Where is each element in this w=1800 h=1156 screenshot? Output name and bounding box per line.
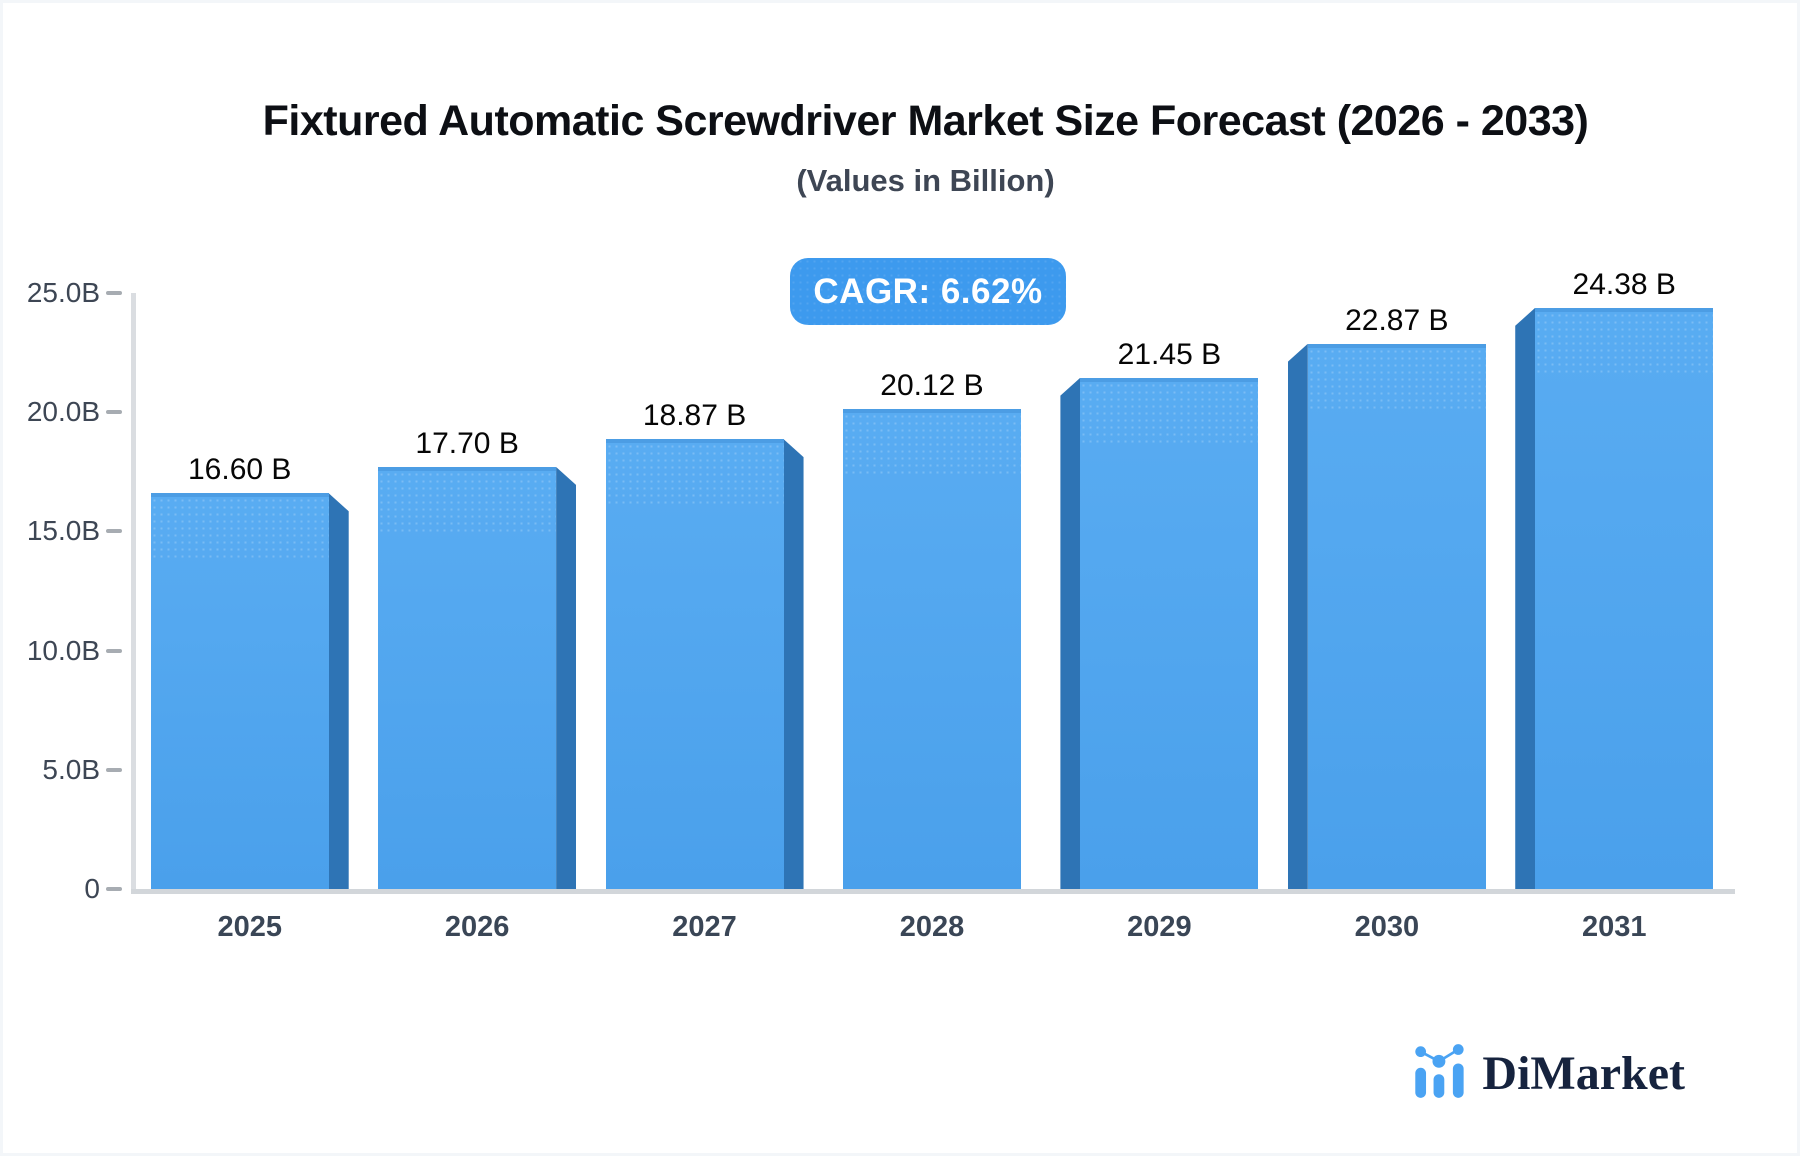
chart-header: Fixtured Automatic Screwdriver Market Si… (3, 97, 1797, 199)
bar-3d: 20.12 B (842, 369, 1021, 889)
bar-value-label: 24.38 B (1572, 267, 1676, 301)
y-tick-label: 20.0B (26, 396, 100, 428)
y-tick-mark (106, 887, 122, 891)
bar-side-shading (556, 467, 577, 889)
bar-face: 16.60 B (150, 453, 329, 889)
cagr-badge: CAGR: 6.62% (790, 258, 1066, 325)
bar-3d: 22.87 B (1287, 304, 1486, 889)
bar-value-label: 20.12 B (880, 369, 984, 403)
bar-value-label: 16.60 B (187, 453, 292, 487)
y-tick-mark (106, 648, 122, 653)
bar-face: 21.45 B (1080, 338, 1259, 889)
bar-group: 16.60 B 2025 (136, 293, 363, 943)
bar-side-shading (1287, 343, 1308, 889)
bar-3d: 17.70 B (378, 427, 577, 889)
bar-side-shading (1515, 307, 1536, 889)
bar-3d: 21.45 B (1060, 338, 1259, 889)
logo-text: DiMarket (1482, 1046, 1685, 1100)
chart-title: Fixtured Automatic Screwdriver Market Si… (262, 97, 1589, 145)
dimarket-logo: DiMarket (1413, 1041, 1685, 1105)
bar-group: 20.12 B 2028 (818, 293, 1045, 943)
bar-3d: 24.38 B (1515, 268, 1714, 889)
y-tick-mark (106, 410, 122, 415)
x-axis-label: 2030 (1354, 911, 1420, 943)
x-axis-baseline (131, 889, 1735, 894)
y-tick-mark (106, 529, 122, 534)
bar-value-label: 21.45 B (1117, 337, 1222, 371)
bar-group: 18.87 B 2027 (591, 293, 818, 943)
bar-face: 17.70 B (378, 427, 557, 889)
bar-group: 24.38 B 2031 (1501, 268, 1728, 943)
chart-subtitle: (Values in Billion) (796, 163, 1055, 198)
bar-value-label: 22.87 B (1345, 303, 1449, 337)
bar-face: 22.87 B (1307, 304, 1486, 889)
x-axis-label: 2028 (899, 911, 965, 943)
bar-face: 18.87 B (605, 399, 784, 889)
y-tick-mark (106, 767, 122, 772)
bar-3d: 16.60 B (150, 453, 349, 889)
y-axis-line (131, 293, 136, 894)
x-axis-label: 2026 (444, 911, 510, 943)
x-axis-label: 2031 (1581, 911, 1647, 943)
plot-area: 16.60 B 2025 17.70 B 2026 18.87 B 2027 20.12 B… (136, 268, 1728, 943)
bar-group: 21.45 B 2029 (1046, 293, 1273, 943)
bar-3d: 18.87 B (605, 399, 804, 889)
bar-face: 24.38 B (1535, 268, 1714, 889)
y-tick-label: 15.0B (26, 515, 100, 547)
y-tick-label: 25.0B (26, 277, 100, 308)
x-axis-label: 2025 (217, 911, 282, 943)
bar-side-shading (1060, 377, 1081, 889)
bar-face: 20.12 B (842, 369, 1021, 889)
x-axis-label: 2027 (672, 911, 737, 943)
bar-side-shading (783, 439, 804, 889)
y-tick-label: 10.0B (26, 634, 100, 666)
mini-bar-chart-logo-icon (1413, 1042, 1467, 1105)
bar-side-shading (328, 493, 349, 889)
bar-value-label: 17.70 B (415, 427, 519, 461)
y-tick-label: 0 (84, 873, 100, 904)
x-axis-label: 2029 (1127, 911, 1192, 943)
bar-value-label: 18.87 B (642, 399, 747, 433)
bar-group: 22.87 B 2030 (1273, 293, 1500, 943)
bar-group: 17.70 B 2026 (363, 293, 590, 943)
y-tick-mark (106, 291, 122, 295)
y-tick-label: 5.0B (42, 753, 100, 785)
